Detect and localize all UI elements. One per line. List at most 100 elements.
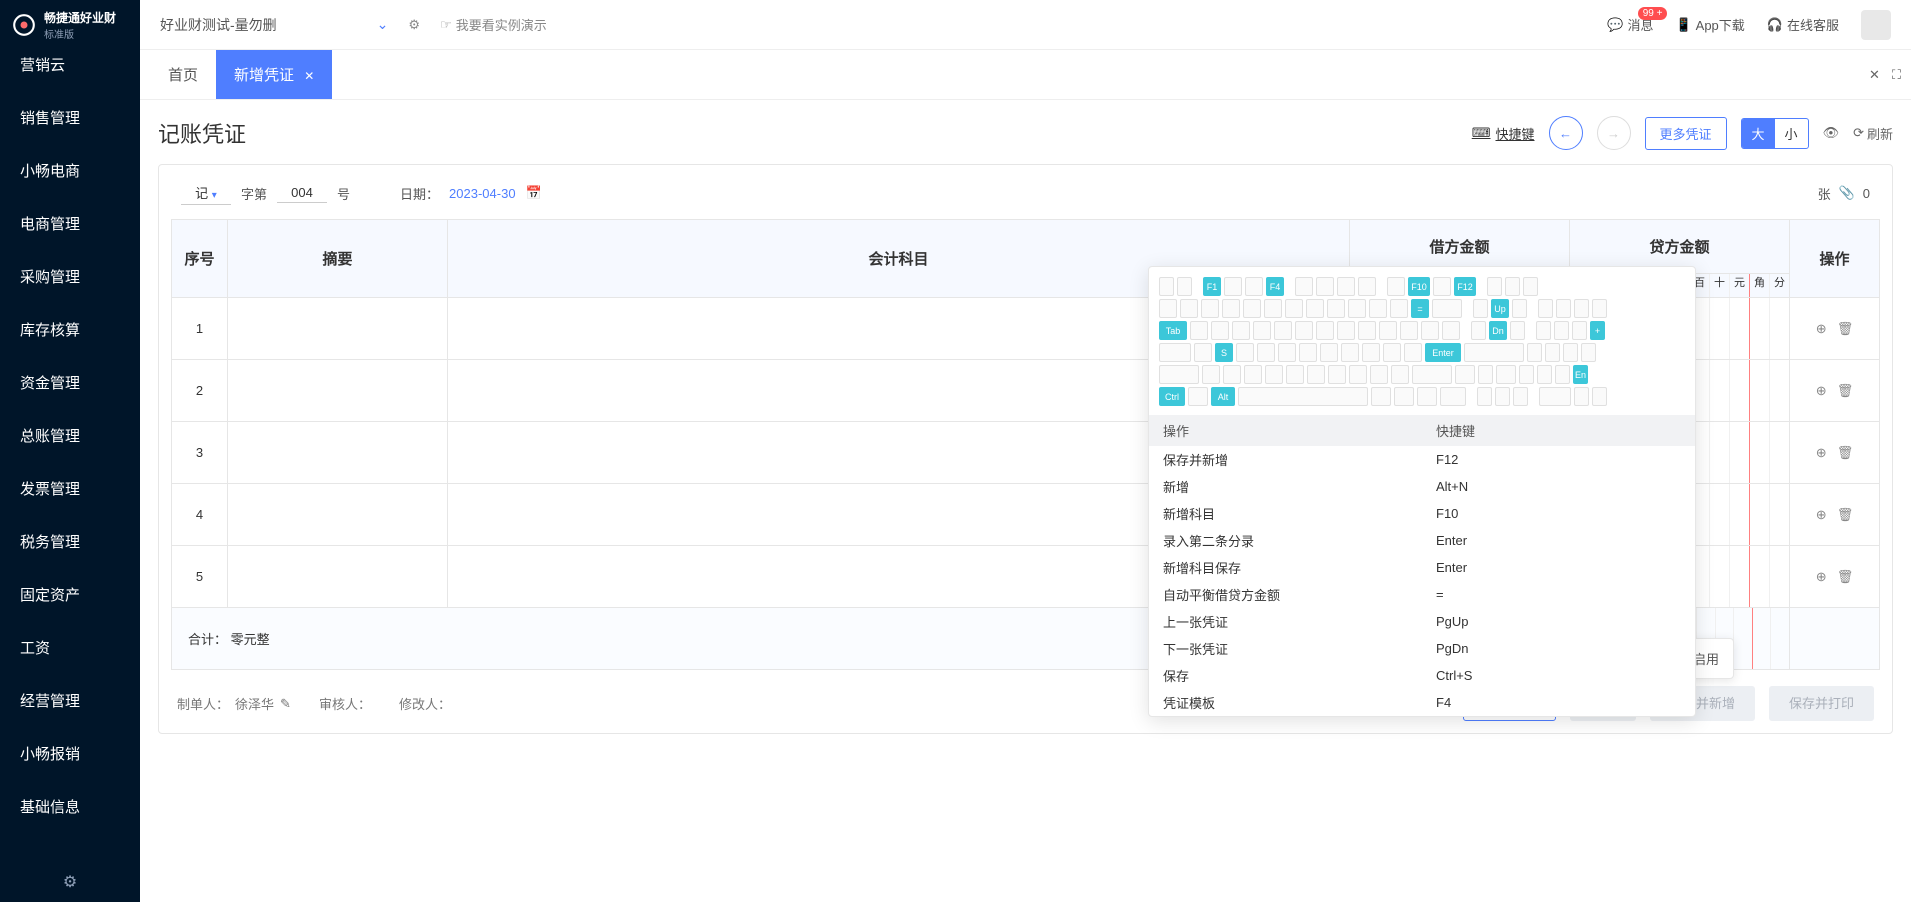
keyboard-key <box>1510 321 1525 340</box>
sidebar-item-xc-ecom[interactable]: 小畅电商 <box>0 144 140 197</box>
keyboard-key <box>1581 343 1596 362</box>
delete-row-icon[interactable]: 🗑 <box>1837 383 1854 399</box>
sidebar-item-funds[interactable]: 资金管理 <box>0 356 140 409</box>
keyboard-key <box>1348 299 1366 318</box>
keyboard-key <box>1327 299 1345 318</box>
size-big-button[interactable]: 大 <box>1742 119 1775 148</box>
eye-icon[interactable]: 👁 <box>1823 125 1840 141</box>
demo-link[interactable]: ☞ 我要看实例演示 <box>440 15 547 34</box>
keyboard-key <box>1471 321 1486 340</box>
sidebar-item-salary[interactable]: 工资 <box>0 621 140 674</box>
tab-close-all-icon[interactable]: ✕ <box>1869 67 1880 83</box>
keyboard-key: En <box>1573 365 1588 384</box>
edit-icon[interactable]: ✎ <box>280 696 291 712</box>
topbar: 好业财测试-量勿删 ⌄ ⚙ ☞ 我要看实例演示 💬 消息 99 + 📱 App下… <box>140 0 1911 50</box>
attachment-icon[interactable]: 📎 <box>1839 185 1855 201</box>
delete-row-icon[interactable]: 🗑 <box>1837 507 1854 523</box>
user-avatar[interactable] <box>1861 10 1891 40</box>
sidebar-item-marketing[interactable]: 营销云 <box>0 50 140 91</box>
tab-new-voucher[interactable]: 新增凭证 ✕ <box>216 50 332 99</box>
keyboard-diagram: F1F4F10F12=UpTabDn+SEnterEnCtrlAlt <box>1149 267 1695 415</box>
keyboard-key: = <box>1411 299 1429 318</box>
voucher-number-input[interactable]: 004 <box>277 183 327 203</box>
keyboard-key <box>1337 321 1355 340</box>
size-toggle: 大 小 <box>1741 118 1809 149</box>
keyboard-key <box>1512 299 1527 318</box>
voucher-type-select[interactable]: 记 ▾ <box>181 181 231 205</box>
hand-icon: ☞ <box>440 17 452 33</box>
shortcut-row: 自动平衡借贷方金额= <box>1149 581 1695 608</box>
voucher-type-label: 记 <box>195 186 208 201</box>
online-service-button[interactable]: 🎧 在线客服 <box>1767 15 1839 34</box>
keyboard-key: F4 <box>1266 277 1284 296</box>
keyboard-key: Tab <box>1159 321 1187 340</box>
shortcut-row: 下一张凭证PgDn <box>1149 635 1695 662</box>
shortcut-row: 上一张凭证PgUp <box>1149 608 1695 635</box>
prev-voucher-button[interactable]: ← <box>1549 116 1583 150</box>
sidebar-item-tax[interactable]: 税务管理 <box>0 515 140 568</box>
close-icon[interactable]: ✕ <box>304 69 314 83</box>
keyboard-key <box>1513 387 1528 406</box>
sidebar-item-inventory[interactable]: 库存核算 <box>0 303 140 356</box>
add-row-icon[interactable]: ⊕ <box>1816 321 1827 337</box>
tab-active-label: 新增凭证 <box>234 67 294 84</box>
sidebar-item-invoice[interactable]: 发票管理 <box>0 462 140 515</box>
calendar-icon[interactable]: 📅 <box>526 185 542 201</box>
summary-cell[interactable] <box>228 298 448 360</box>
sc-key: Enter <box>1422 527 1695 554</box>
add-row-icon[interactable]: ⊕ <box>1816 507 1827 523</box>
keyboard-key <box>1478 365 1493 384</box>
keyboard-key <box>1536 321 1551 340</box>
add-row-icon[interactable]: ⊕ <box>1816 445 1827 461</box>
add-row-icon[interactable]: ⊕ <box>1816 383 1827 399</box>
sidebar-item-purchase[interactable]: 采购管理 <box>0 250 140 303</box>
sidebar-item-basic[interactable]: 基础信息 <box>0 780 140 833</box>
date-value[interactable]: 2023-04-30 <box>449 186 516 201</box>
summary-cell[interactable] <box>228 484 448 546</box>
keyboard-icon: ⌨ <box>1472 125 1491 141</box>
brand-subtitle: 标准版 <box>44 26 116 41</box>
sidebar-item-ecom[interactable]: 电商管理 <box>0 197 140 250</box>
sc-key-header: 快捷键 <box>1422 415 1695 446</box>
sc-key: F12 <box>1422 446 1695 473</box>
tab-home[interactable]: 首页 <box>150 50 216 99</box>
summary-cell[interactable] <box>228 546 448 608</box>
add-row-icon[interactable]: ⊕ <box>1816 569 1827 585</box>
maker-label: 制单人： <box>177 694 229 713</box>
keyboard-key <box>1358 321 1376 340</box>
more-voucher-button[interactable]: 更多凭证 <box>1645 117 1727 150</box>
delete-row-icon[interactable]: 🗑 <box>1837 569 1854 585</box>
delete-row-icon[interactable]: 🗑 <box>1837 445 1854 461</box>
keyboard-key <box>1328 365 1346 384</box>
app-label: App下载 <box>1696 15 1745 34</box>
org-selector[interactable]: 好业财测试-量勿删 ⌄ <box>160 15 388 35</box>
size-small-button[interactable]: 小 <box>1775 119 1808 148</box>
summary-cell[interactable] <box>228 422 448 484</box>
keyboard-key <box>1563 343 1578 362</box>
sidebar-item-ledger[interactable]: 总账管理 <box>0 409 140 462</box>
message-button[interactable]: 💬 消息 99 + <box>1607 15 1653 34</box>
keyboard-key <box>1253 321 1271 340</box>
app-download-button[interactable]: 📱 App下载 <box>1675 15 1744 34</box>
shortcut-link[interactable]: ⌨ 快捷键 <box>1472 124 1535 143</box>
keyboard-key: Up <box>1491 299 1509 318</box>
sidebar-item-sales[interactable]: 销售管理 <box>0 91 140 144</box>
total-text: 零元整 <box>231 632 270 647</box>
next-voucher-button[interactable]: → <box>1597 116 1631 150</box>
keyboard-key <box>1244 365 1262 384</box>
delete-row-icon[interactable]: 🗑 <box>1837 321 1854 337</box>
fullscreen-icon[interactable]: ⛶ <box>1892 67 1901 83</box>
keyboard-key <box>1320 343 1338 362</box>
keyboard-key <box>1341 343 1359 362</box>
keyboard-key <box>1243 299 1261 318</box>
keyboard-key <box>1224 277 1242 296</box>
refresh-button[interactable]: ⟳ 刷新 <box>1853 124 1893 143</box>
sidebar-item-operation[interactable]: 经营管理 <box>0 674 140 727</box>
sidebar-item-expense[interactable]: 小畅报销 <box>0 727 140 780</box>
topbar-settings-icon[interactable]: ⚙ <box>408 17 420 33</box>
sc-key: F10 <box>1422 500 1695 527</box>
sc-op: 保存并新增 <box>1149 446 1422 473</box>
settings-gear-icon[interactable]: ⚙ <box>63 874 77 891</box>
sidebar-item-assets[interactable]: 固定资产 <box>0 568 140 621</box>
summary-cell[interactable] <box>228 360 448 422</box>
